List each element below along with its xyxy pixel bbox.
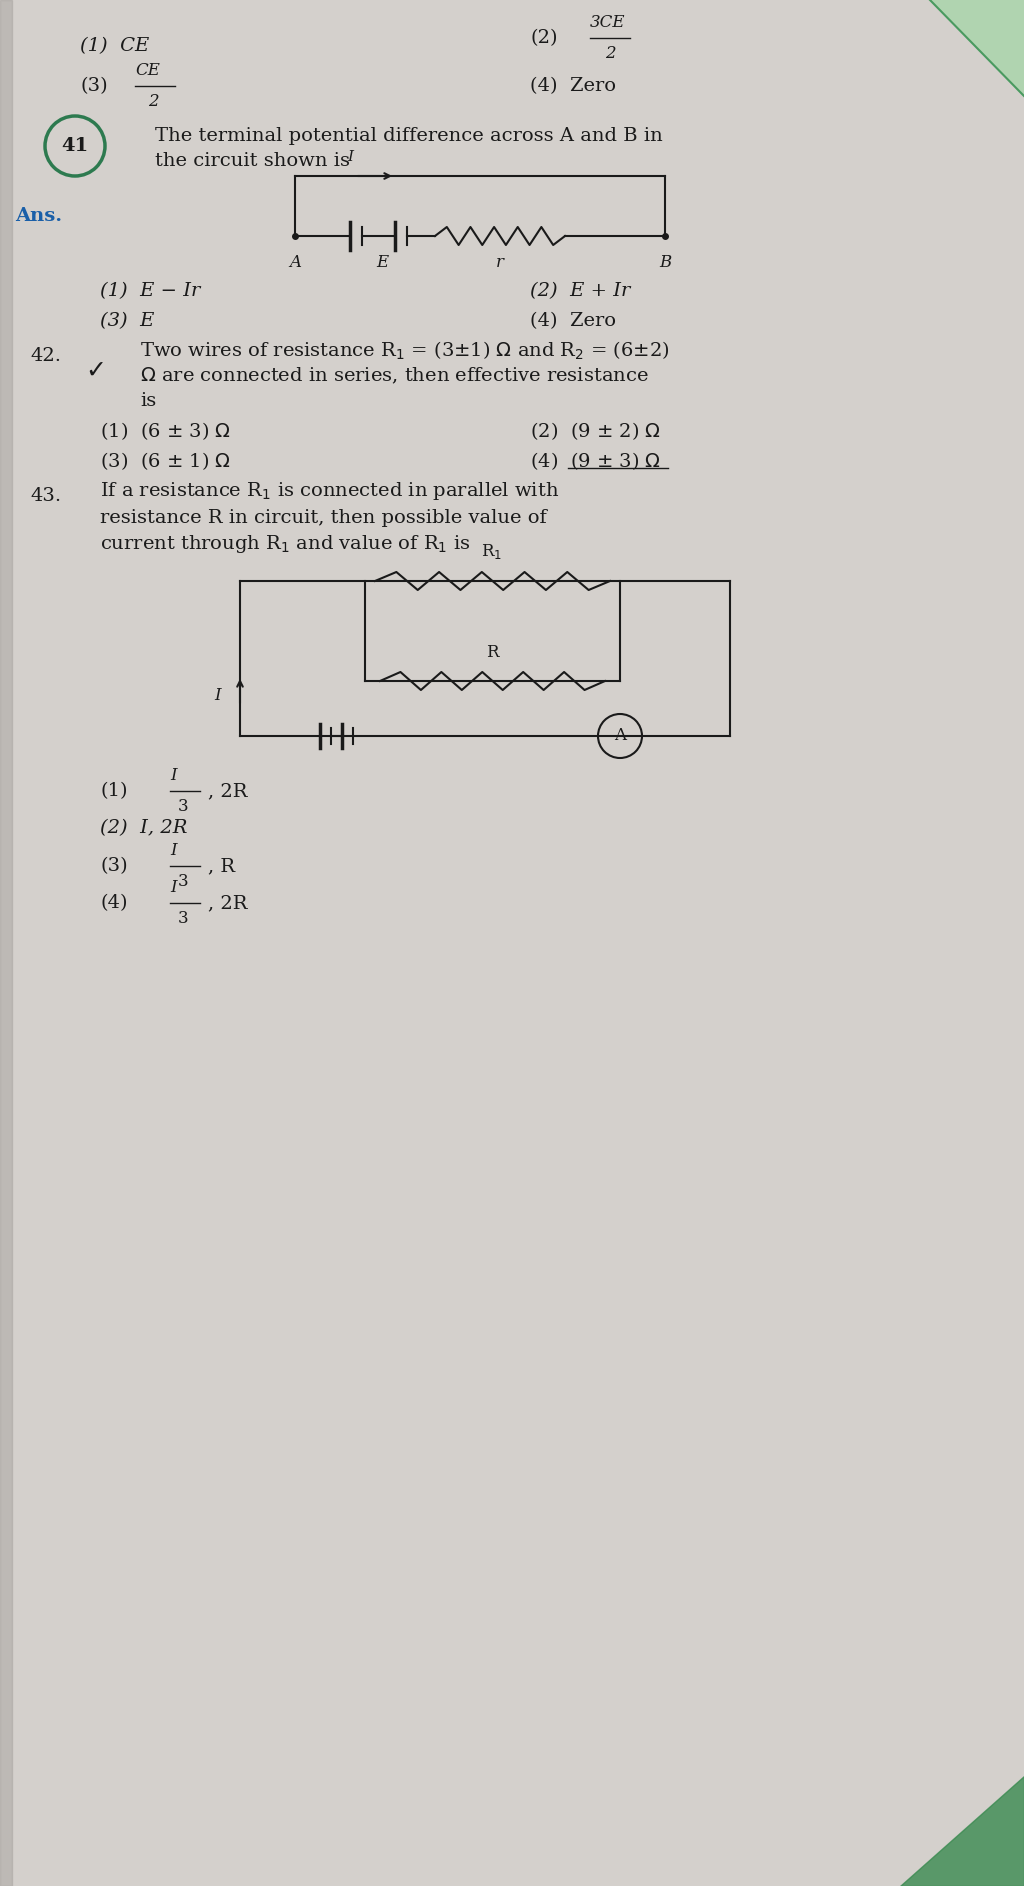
Text: The terminal potential difference across A and B in: The terminal potential difference across… <box>155 126 663 145</box>
Text: (2)  (9 $\pm$ 2) $\Omega$: (2) (9 $\pm$ 2) $\Omega$ <box>530 421 662 441</box>
Text: I: I <box>347 151 353 164</box>
Text: (1): (1) <box>100 783 128 800</box>
Text: (3)  (6 $\pm$ 1) $\Omega$: (3) (6 $\pm$ 1) $\Omega$ <box>100 451 231 472</box>
Polygon shape <box>0 0 12 1886</box>
Text: (2): (2) <box>530 28 557 47</box>
Text: (4): (4) <box>100 894 128 913</box>
Text: (4)  (9 $\pm$ 3) $\Omega$: (4) (9 $\pm$ 3) $\Omega$ <box>530 451 662 472</box>
Polygon shape <box>930 0 1024 96</box>
Text: (1)  CE: (1) CE <box>80 38 150 55</box>
Text: $\Omega$ are connected in series, then effective resistance: $\Omega$ are connected in series, then e… <box>140 366 648 387</box>
Text: R$_1$: R$_1$ <box>481 541 503 560</box>
Text: I: I <box>170 768 176 785</box>
Text: 42.: 42. <box>30 347 61 366</box>
Text: 41: 41 <box>61 138 89 155</box>
Text: , 2R: , 2R <box>208 894 248 913</box>
Text: 3: 3 <box>178 911 188 928</box>
Text: A: A <box>289 255 301 272</box>
Text: (3): (3) <box>80 77 108 94</box>
Text: R: R <box>485 643 499 660</box>
Text: 2: 2 <box>605 45 615 62</box>
Text: , R: , R <box>208 856 236 875</box>
Text: I: I <box>170 841 176 858</box>
Text: resistance R in circuit, then possible value of: resistance R in circuit, then possible v… <box>100 509 547 526</box>
Text: (1)  (6 $\pm$ 3) $\Omega$: (1) (6 $\pm$ 3) $\Omega$ <box>100 421 231 441</box>
Text: 2: 2 <box>148 92 159 109</box>
Text: (2)  E + Ir: (2) E + Ir <box>530 283 631 300</box>
Text: , 2R: , 2R <box>208 783 248 800</box>
Text: (3)  E: (3) E <box>100 311 155 330</box>
Text: If a resistance R$_1$ is connected in parallel with: If a resistance R$_1$ is connected in pa… <box>100 481 559 502</box>
Text: (3): (3) <box>100 856 128 875</box>
Text: is: is <box>140 392 157 409</box>
Text: Two wires of resistance R$_1$ = (3$\pm$1) $\Omega$ and R$_2$ = (6$\pm$2): Two wires of resistance R$_1$ = (3$\pm$1… <box>140 339 670 362</box>
Text: E: E <box>376 255 388 272</box>
Text: Ans.: Ans. <box>15 207 62 224</box>
Polygon shape <box>900 1777 1024 1886</box>
Text: (1)  E − Ir: (1) E − Ir <box>100 283 201 300</box>
Text: (4)  Zero: (4) Zero <box>530 311 616 330</box>
Text: B: B <box>658 255 671 272</box>
Text: current through R$_1$ and value of R$_1$ is: current through R$_1$ and value of R$_1$… <box>100 534 471 554</box>
Text: (4)  Zero: (4) Zero <box>530 77 616 94</box>
Text: 43.: 43. <box>30 487 61 505</box>
Text: 3: 3 <box>178 873 188 890</box>
Text: I: I <box>215 688 221 705</box>
Text: 3CE: 3CE <box>590 13 626 30</box>
Text: ✓: ✓ <box>85 358 106 383</box>
Text: the circuit shown is: the circuit shown is <box>155 153 350 170</box>
Text: CE: CE <box>135 62 160 79</box>
Text: I: I <box>170 879 176 896</box>
Text: (2)  I, 2R: (2) I, 2R <box>100 819 187 837</box>
Text: A: A <box>614 728 626 745</box>
Text: 3: 3 <box>178 798 188 815</box>
Text: r: r <box>496 255 504 272</box>
